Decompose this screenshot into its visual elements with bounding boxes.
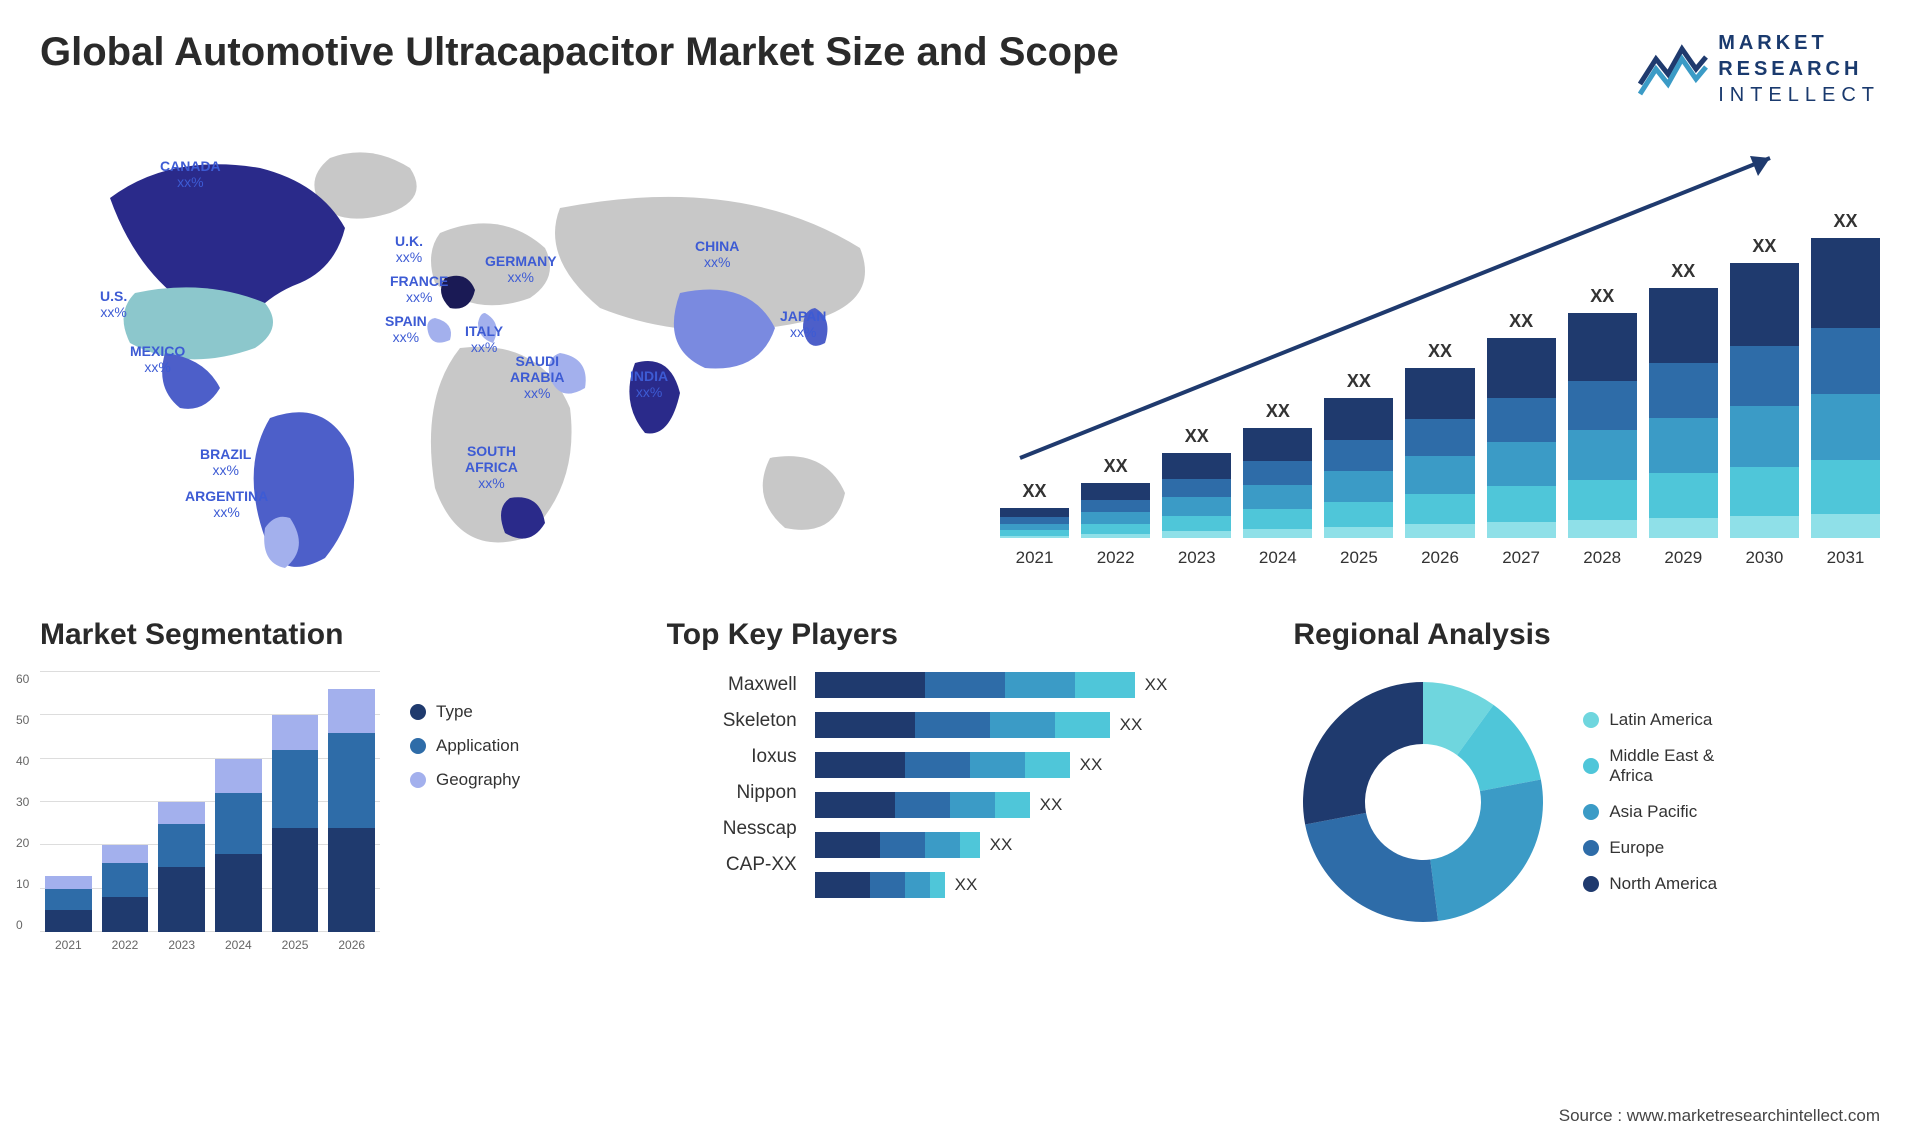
map-label: MEXICOxx%	[130, 343, 185, 375]
kp-label: Nesscap	[667, 818, 797, 840]
main-x-label: 2028	[1568, 548, 1637, 568]
legend-item: North America	[1583, 874, 1717, 894]
key-players-chart: XX XX XX XX XX XX	[815, 672, 1254, 898]
main-x-label: 2029	[1649, 548, 1718, 568]
main-bar: XX	[1243, 428, 1312, 538]
world-map: CANADAxx% U.S.xx%MEXICOxx% BRAZILxx% ARGENT…	[40, 138, 960, 568]
map-label: GERMANYxx%	[485, 253, 557, 285]
legend-item: Application	[410, 736, 520, 756]
main-x-label: 2024	[1243, 548, 1312, 568]
seg-y-tick: 0	[16, 918, 29, 932]
map-label: BRAZILxx%	[200, 446, 251, 478]
page-title: Global Automotive Ultracapacitor Market …	[40, 30, 1119, 75]
main-bar: XX	[1081, 483, 1150, 538]
legend-item: Type	[410, 702, 520, 722]
map-label: U.K.xx%	[395, 233, 423, 265]
donut-slice	[1305, 813, 1438, 922]
seg-y-tick: 10	[16, 877, 29, 891]
main-bar: XX	[1162, 453, 1231, 538]
regional-donut-chart	[1293, 672, 1553, 932]
segmentation-legend: Type Application Geography	[410, 672, 520, 952]
source-text: Source : www.marketresearchintellect.com	[1559, 1106, 1880, 1126]
legend-item: Asia Pacific	[1583, 802, 1717, 822]
kp-label: Maxwell	[667, 674, 797, 696]
seg-bar	[158, 802, 205, 932]
main-x-label: 2022	[1081, 548, 1150, 568]
kp-label: Ioxus	[667, 746, 797, 768]
logo-line3: INTELLECT	[1718, 82, 1880, 108]
main-x-label: 2026	[1405, 548, 1474, 568]
map-label: CHINAxx%	[695, 238, 739, 270]
main-x-label: 2023	[1162, 548, 1231, 568]
regional-title: Regional Analysis	[1293, 618, 1880, 652]
map-label: ARGENTINAxx%	[185, 488, 268, 520]
main-bar: XX	[1405, 368, 1474, 538]
main-x-label: 2027	[1487, 548, 1556, 568]
map-label: U.S.xx%	[100, 288, 127, 320]
seg-y-tick: 60	[16, 672, 29, 686]
segmentation-title: Market Segmentation	[40, 618, 627, 652]
key-players-panel: Top Key Players Maxwell Skeleton Ioxus Nipp…	[667, 618, 1254, 952]
seg-x-label: 2022	[102, 938, 149, 952]
kp-label: Nippon	[667, 782, 797, 804]
legend-item: Latin America	[1583, 710, 1717, 730]
seg-y-tick: 30	[16, 795, 29, 809]
legend-item: Europe	[1583, 838, 1717, 858]
segmentation-panel: Market Segmentation 0102030405060 202120…	[40, 618, 627, 952]
seg-y-tick: 50	[16, 713, 29, 727]
main-bar: XX	[1649, 288, 1718, 538]
regional-legend: Latin America Middle East &Africa Asia Pac…	[1583, 710, 1717, 894]
main-x-label: 2021	[1000, 548, 1069, 568]
seg-bar	[215, 759, 262, 932]
seg-bar	[272, 715, 319, 932]
key-players-title: Top Key Players	[667, 618, 1254, 652]
seg-bar	[328, 689, 375, 932]
map-label: JAPANxx%	[780, 308, 826, 340]
seg-bar	[102, 845, 149, 932]
kp-bar: XX	[815, 872, 1254, 898]
seg-y-tick: 40	[16, 754, 29, 768]
legend-item: Middle East &Africa	[1583, 746, 1717, 786]
segmentation-chart: 0102030405060 202120222023202420252026	[40, 672, 380, 952]
map-label: SPAINxx%	[385, 313, 427, 345]
kp-bar: XX	[815, 832, 1254, 858]
legend-item: Geography	[410, 770, 520, 790]
regional-panel: Regional Analysis Latin America Middle Ea…	[1293, 618, 1880, 952]
main-bar: XX	[1324, 398, 1393, 538]
main-bar: XX	[1730, 263, 1799, 538]
main-bar: XX	[1811, 238, 1880, 538]
main-x-label: 2030	[1730, 548, 1799, 568]
main-bar: XX	[1000, 508, 1069, 538]
seg-bar	[45, 876, 92, 932]
kp-label: Skeleton	[667, 710, 797, 732]
brand-logo: MARKET RESEARCH INTELLECT	[1638, 30, 1880, 108]
main-x-label: 2025	[1324, 548, 1393, 568]
main-chart: XXXXXXXXXXXXXXXXXXXXXX 20212022202320242…	[1000, 138, 1880, 568]
kp-bar: XX	[815, 792, 1254, 818]
map-label: SOUTHAFRICAxx%	[465, 443, 518, 491]
main-bar: XX	[1487, 338, 1556, 538]
donut-slice	[1303, 682, 1423, 824]
seg-x-label: 2024	[215, 938, 262, 952]
seg-x-label: 2023	[158, 938, 205, 952]
map-label: CANADAxx%	[160, 158, 221, 190]
donut-slice	[1431, 780, 1544, 922]
main-x-label: 2031	[1811, 548, 1880, 568]
seg-x-label: 2021	[45, 938, 92, 952]
kp-bar: XX	[815, 752, 1254, 778]
kp-bar: XX	[815, 712, 1254, 738]
seg-y-tick: 20	[16, 836, 29, 850]
seg-x-label: 2026	[328, 938, 375, 952]
map-label: FRANCExx%	[390, 273, 448, 305]
map-label: INDIAxx%	[630, 368, 668, 400]
map-label: ITALYxx%	[465, 323, 503, 355]
logo-line2: RESEARCH	[1718, 56, 1880, 82]
kp-label: CAP-XX	[667, 854, 797, 876]
main-bar: XX	[1568, 313, 1637, 538]
map-label: SAUDIARABIAxx%	[510, 353, 564, 401]
kp-bar: XX	[815, 672, 1254, 698]
logo-line1: MARKET	[1718, 30, 1880, 56]
seg-x-label: 2025	[272, 938, 319, 952]
